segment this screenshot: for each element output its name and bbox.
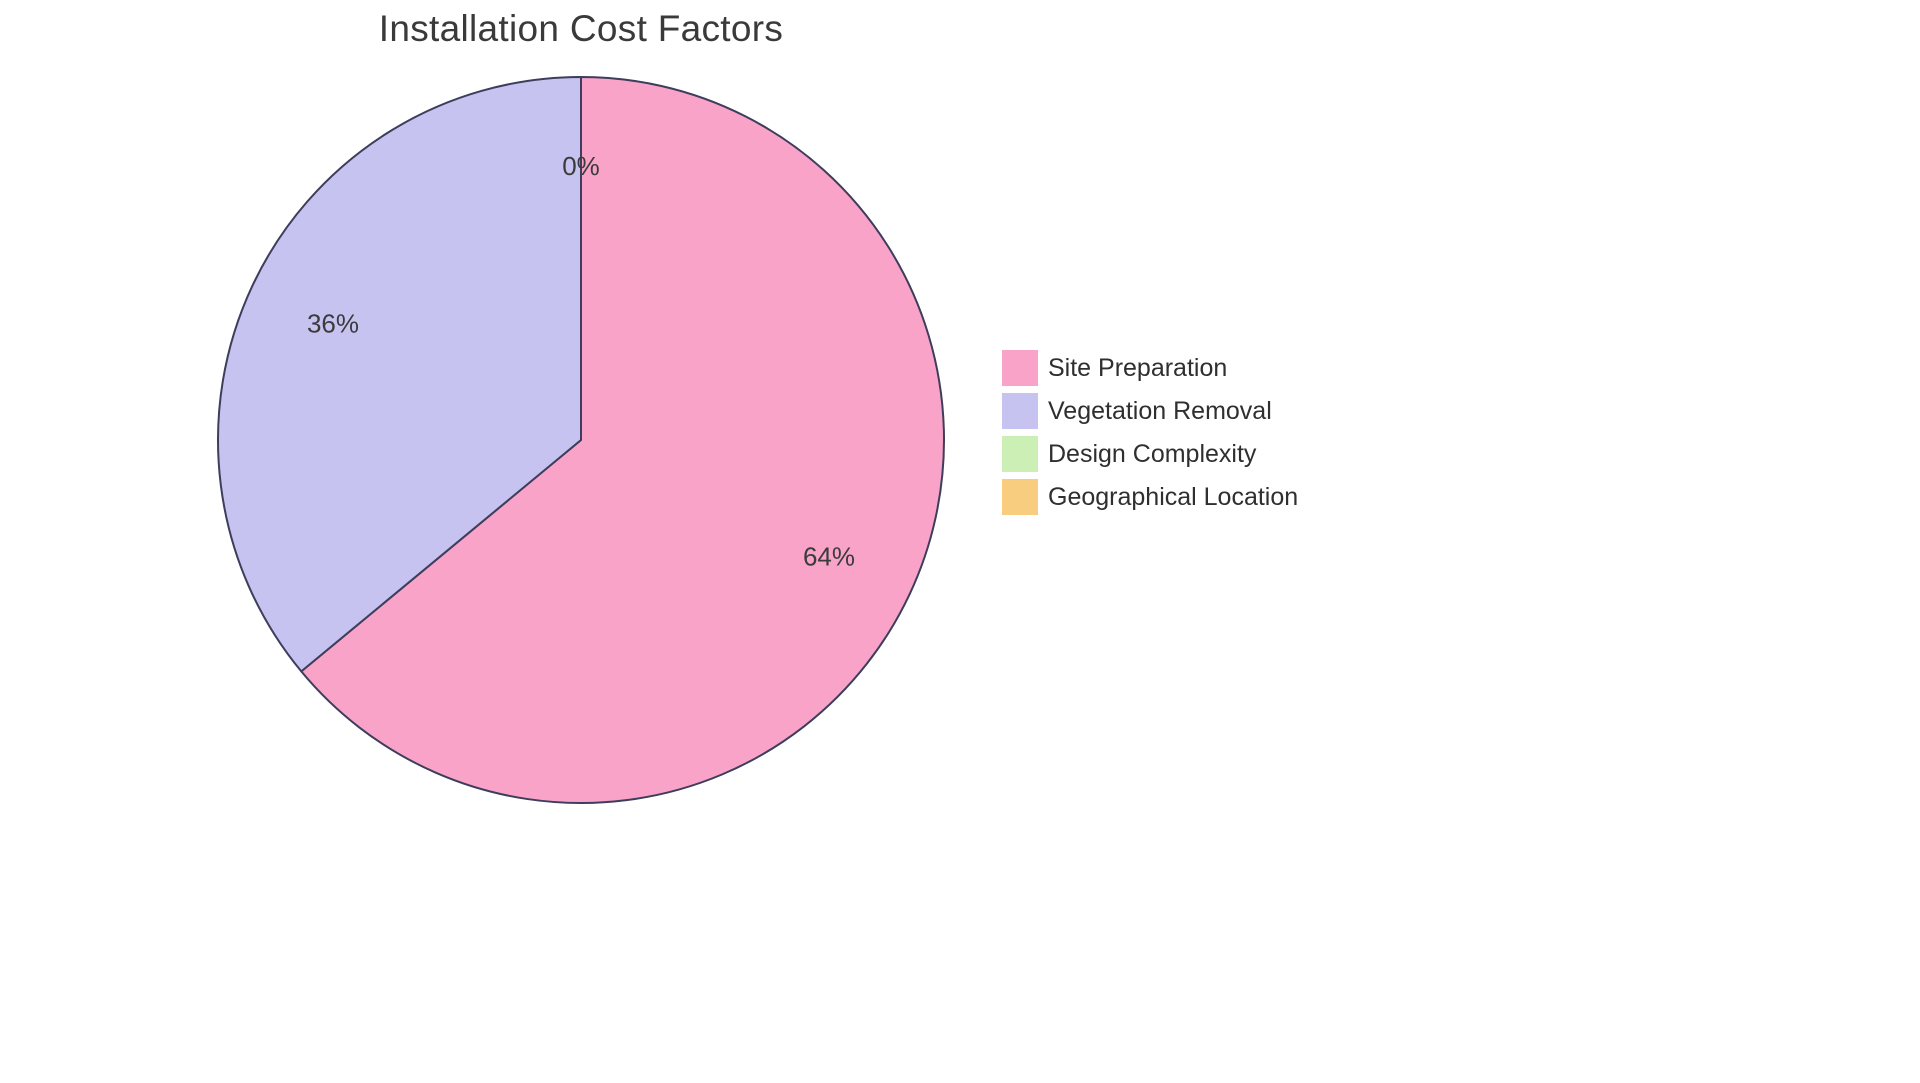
pie-slice-vegetation-removal bbox=[217, 76, 582, 673]
legend-swatch-vegetation-removal bbox=[1002, 393, 1038, 429]
legend-swatch-geographical-location bbox=[1002, 479, 1038, 515]
legend-label: Vegetation Removal bbox=[1048, 396, 1272, 425]
legend-item-design-complexity: Design Complexity bbox=[1002, 436, 1298, 472]
pie-slice-label-site-preparation: 64% bbox=[803, 542, 855, 572]
chart-title: Installation Cost Factors bbox=[378, 8, 784, 49]
pie-slice-label-vegetation-removal: 36% bbox=[307, 308, 359, 338]
legend-swatch-site-preparation bbox=[1002, 350, 1038, 386]
legend-label: Site Preparation bbox=[1048, 353, 1228, 382]
legend-item-geographical-location: Geographical Location bbox=[1002, 479, 1298, 515]
legend-item-vegetation-removal: Vegetation Removal bbox=[1002, 393, 1298, 429]
pie-slice-label-design-complexity: 0% bbox=[562, 151, 600, 181]
legend: Site Preparation Vegetation Removal Design… bbox=[1002, 350, 1298, 515]
legend-label: Design Complexity bbox=[1048, 439, 1257, 468]
pie-slice-site-preparation bbox=[300, 76, 945, 804]
legend-label: Geographical Location bbox=[1048, 482, 1299, 511]
legend-item-site-preparation: Site Preparation bbox=[1002, 350, 1298, 386]
pie-chart: 64% 36% 0% bbox=[217, 76, 945, 804]
legend-swatch-design-complexity bbox=[1002, 436, 1038, 472]
